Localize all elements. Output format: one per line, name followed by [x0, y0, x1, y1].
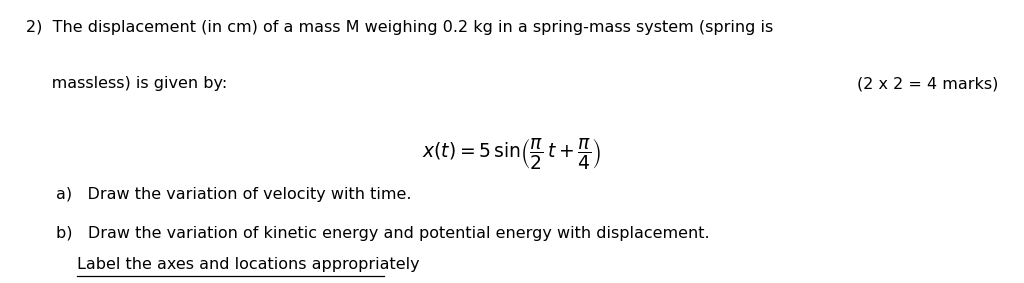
- Text: $x(t) = 5\,\sin\!\left(\dfrac{\pi}{2}\,t + \dfrac{\pi}{4}\right)$: $x(t) = 5\,\sin\!\left(\dfrac{\pi}{2}\,t…: [422, 136, 602, 171]
- Text: Label the axes and locations appropriately: Label the axes and locations appropriate…: [77, 257, 420, 272]
- Text: a)   Draw the variation of velocity with time.: a) Draw the variation of velocity with t…: [56, 187, 412, 202]
- Text: b)   Draw the variation of kinetic energy and potential energy with displacement: b) Draw the variation of kinetic energy …: [56, 226, 710, 241]
- Text: massless) is given by:: massless) is given by:: [26, 76, 227, 91]
- Text: (2 x 2 = 4 marks): (2 x 2 = 4 marks): [857, 76, 998, 91]
- Text: 2)  The displacement (in cm) of a mass M weighing 0.2 kg in a spring-mass system: 2) The displacement (in cm) of a mass M …: [26, 20, 773, 35]
